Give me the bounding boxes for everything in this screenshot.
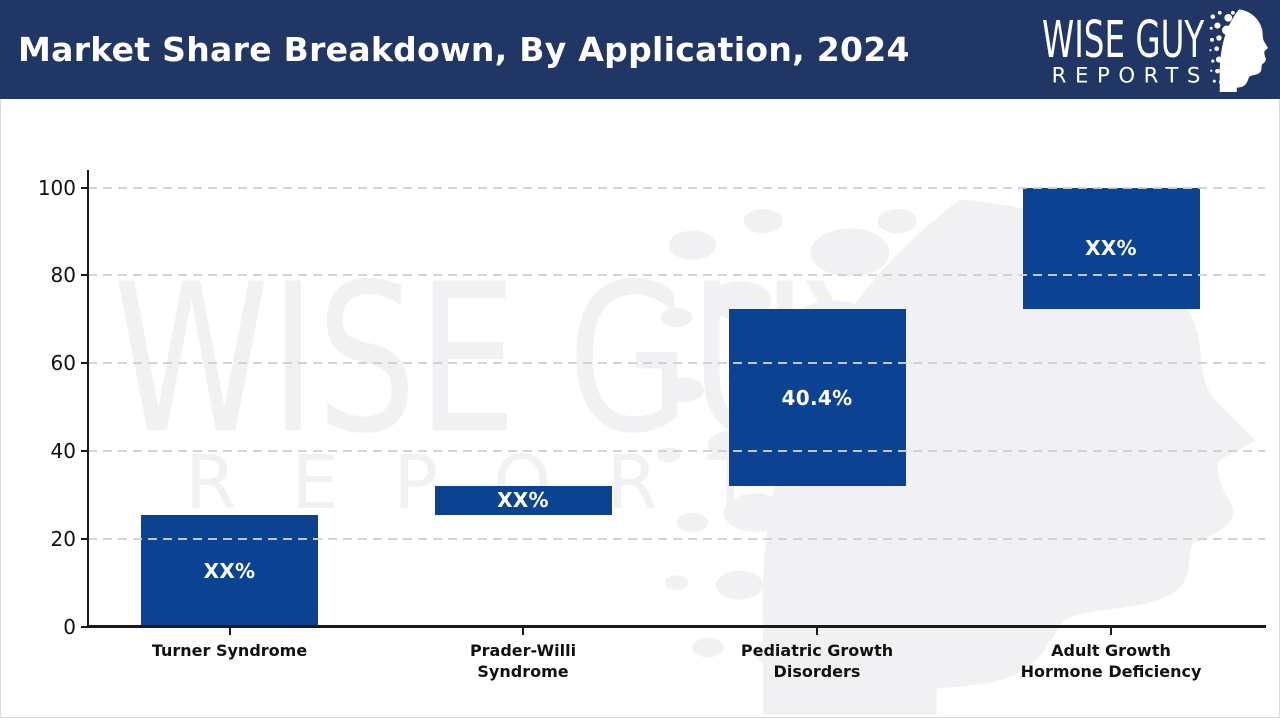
y-axis-line [87, 170, 89, 628]
bar-segment: XX% [141, 514, 318, 627]
x-axis-category-label: Pediatric Growth Disorders [677, 640, 957, 682]
y-axis-tick [81, 186, 87, 189]
bar-segment: XX% [434, 486, 612, 515]
x-axis-category-label-line: Adult Growth [1051, 641, 1171, 660]
x-axis-category-label: Prader-Willi Syndrome [383, 640, 663, 682]
y-axis-tick [81, 450, 87, 453]
bar-segment: 40.4% [728, 308, 906, 487]
x-axis-tick [228, 627, 231, 635]
logo-wordmark: WISE GUY [1042, 11, 1205, 70]
x-axis-category-label: Adult Growth Hormone Deficiency [971, 640, 1251, 682]
x-axis-category-label-line: Prader-Willi [469, 641, 577, 660]
x-axis-tick [1110, 627, 1112, 635]
x-axis-category-label-line: Syndrome [477, 662, 569, 681]
chart-title: Market Share Breakdown, By Application, … [18, 30, 910, 69]
y-axis-tick-label: 40 [50, 439, 76, 464]
y-axis-tick [81, 538, 87, 541]
x-axis-category-label-line: Pediatric Growth [740, 641, 894, 660]
x-axis-category-label-line: Turner Syndrome [151, 641, 308, 660]
y-axis-tick-label: 80 [50, 263, 76, 288]
bar-value-label: 40.4% [781, 385, 853, 410]
logo-subtext: REPORTS [1052, 64, 1201, 89]
y-axis-tick [81, 274, 87, 277]
y-axis-tick [81, 362, 87, 365]
bar-value-label: XX% [203, 558, 256, 583]
x-axis-category-label-line: Disorders [773, 662, 861, 681]
bar-value-label: XX% [497, 488, 549, 513]
x-axis-line [87, 625, 1266, 628]
header-bar: Market Share Breakdown, By Application, … [0, 0, 1280, 99]
y-axis-tick [81, 626, 87, 628]
bar-value-label: XX% [1085, 236, 1137, 261]
gridline [88, 274, 1265, 277]
frame-bottom-border [0, 717, 1280, 718]
logo-head-icon [1209, 9, 1269, 92]
x-axis-tick [816, 627, 818, 635]
gridline [88, 538, 1265, 541]
gridline [88, 450, 1265, 453]
wise-guy-reports-logo: WISE GUY REPORTS [1042, 9, 1269, 92]
x-axis-category-label: Turner Syndrome [90, 640, 370, 661]
y-axis-tick-label: 100 [37, 175, 76, 200]
y-axis-tick-label: 0 [63, 615, 76, 639]
gridline [88, 362, 1265, 365]
x-axis-tick [522, 627, 524, 635]
frame-left-border [0, 99, 1, 718]
gridline [88, 186, 1265, 189]
x-axis-category-label-line: Hormone Deficiency [1020, 662, 1202, 681]
y-axis-tick-label: 20 [50, 527, 76, 552]
bar-segment: XX% [1022, 187, 1200, 309]
y-axis-tick-label: 60 [50, 351, 76, 376]
